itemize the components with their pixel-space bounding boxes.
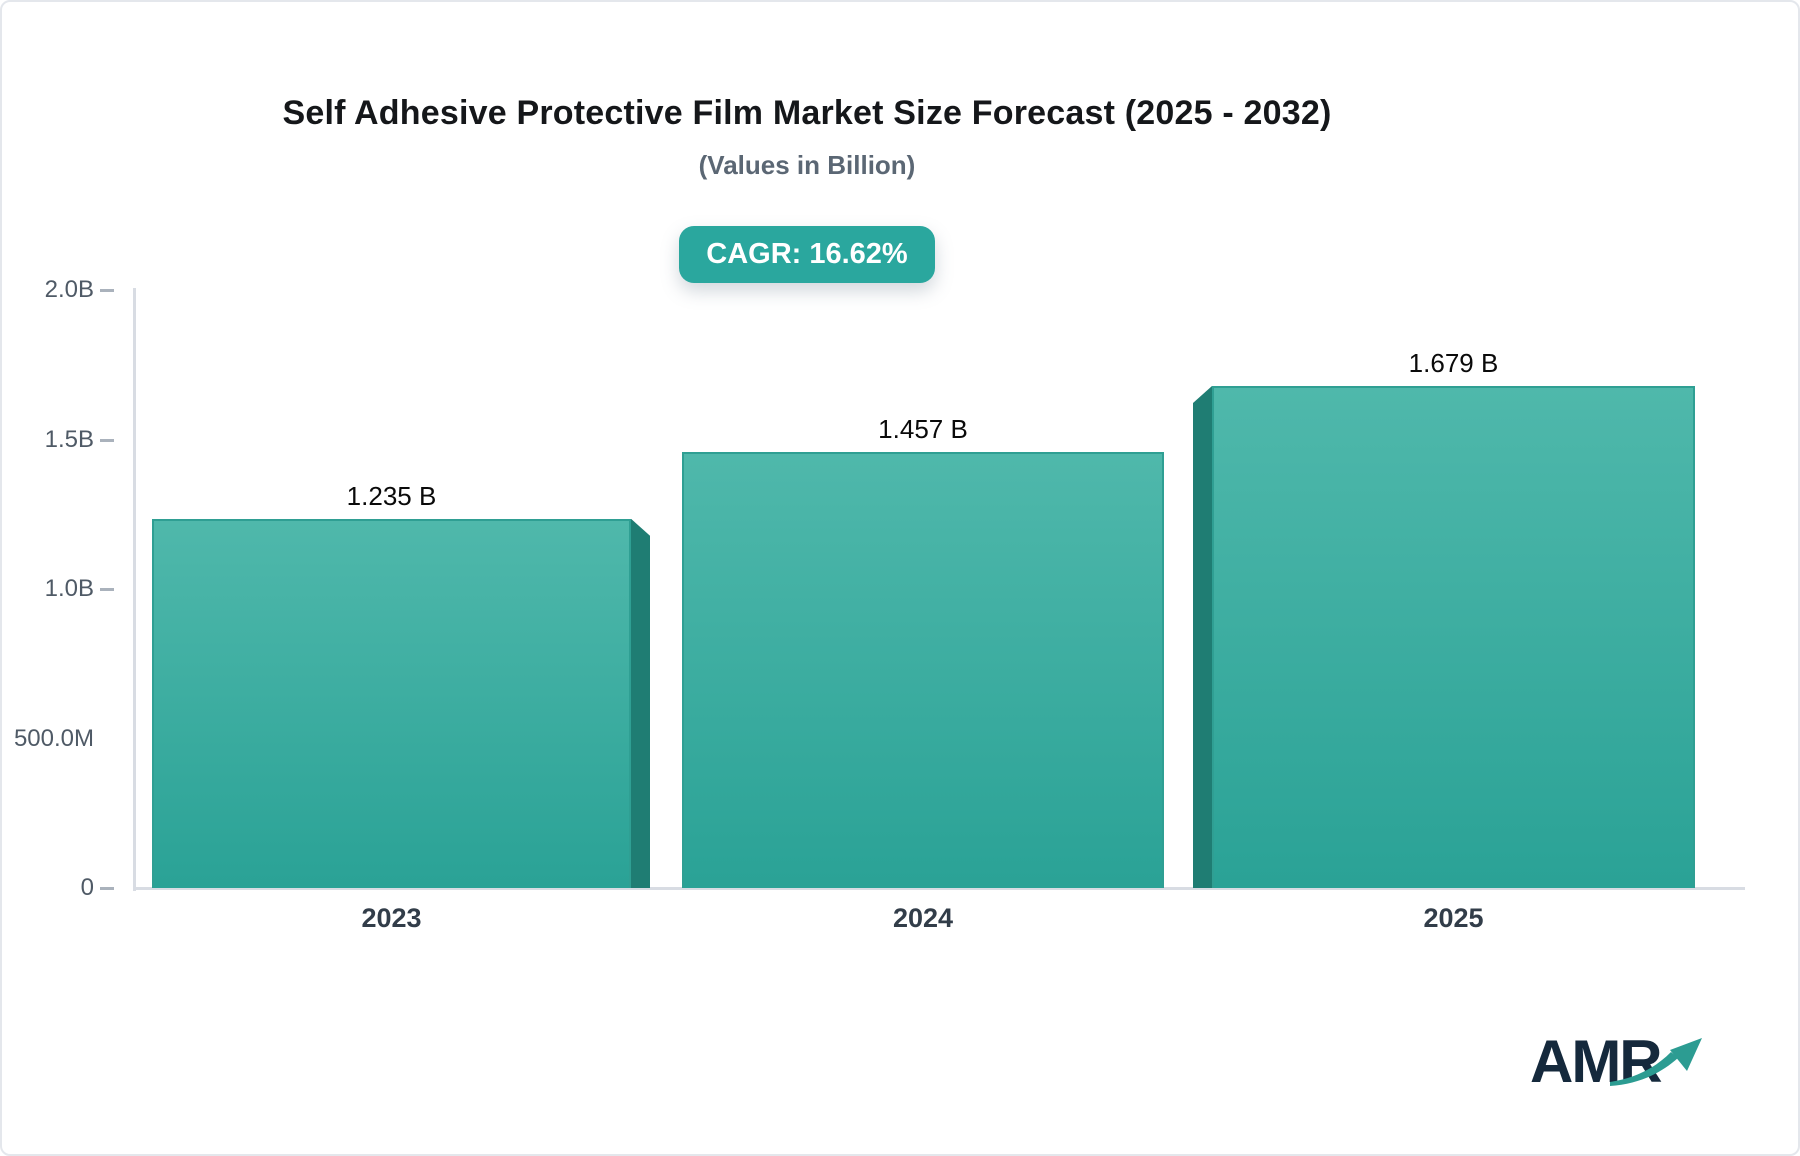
y-tick-label: 1.5B bbox=[44, 425, 94, 453]
y-tick-mark bbox=[100, 438, 114, 442]
y-tick-label: 0 bbox=[80, 874, 94, 901]
y-tick-label: 2.0B bbox=[44, 276, 94, 303]
cagr-badge: CAGR: 16.62% bbox=[679, 226, 935, 283]
y-axis-line bbox=[133, 288, 136, 891]
bar-value-label: 1.457 B bbox=[878, 414, 968, 445]
bar-value-label: 1.679 B bbox=[1408, 347, 1499, 378]
y-tick-label: 500.0M bbox=[13, 724, 94, 752]
amr-logo: AMR bbox=[1530, 1032, 1720, 1108]
cagr-badge-row: CAGR: 16.62% bbox=[2, 226, 1612, 283]
amr-logo-text: AMR bbox=[1530, 1028, 1663, 1095]
bar-2024 bbox=[682, 452, 1164, 888]
bar-side-face bbox=[631, 518, 650, 888]
bar-2025 bbox=[1212, 385, 1695, 888]
bar-value-label: 1.235 B bbox=[346, 480, 437, 511]
chart-subtitle: (Values in Billion) bbox=[698, 150, 916, 180]
bar-side-face bbox=[1193, 385, 1212, 888]
y-tick-mark bbox=[100, 289, 114, 292]
x-category-label: 2025 bbox=[1423, 903, 1484, 933]
x-axis-line bbox=[133, 887, 1745, 890]
growth-arrow-icon bbox=[1610, 1038, 1702, 1086]
x-category-label: 2024 bbox=[892, 903, 954, 933]
chart-title: Self Adhesive Protective Film Market Siz… bbox=[282, 94, 1332, 132]
bar-2023 bbox=[152, 518, 631, 888]
y-tick-label: 1.0B bbox=[44, 575, 94, 602]
x-category-label: 2023 bbox=[361, 903, 422, 933]
y-tick-mark bbox=[100, 588, 114, 591]
y-tick-mark bbox=[100, 887, 114, 890]
